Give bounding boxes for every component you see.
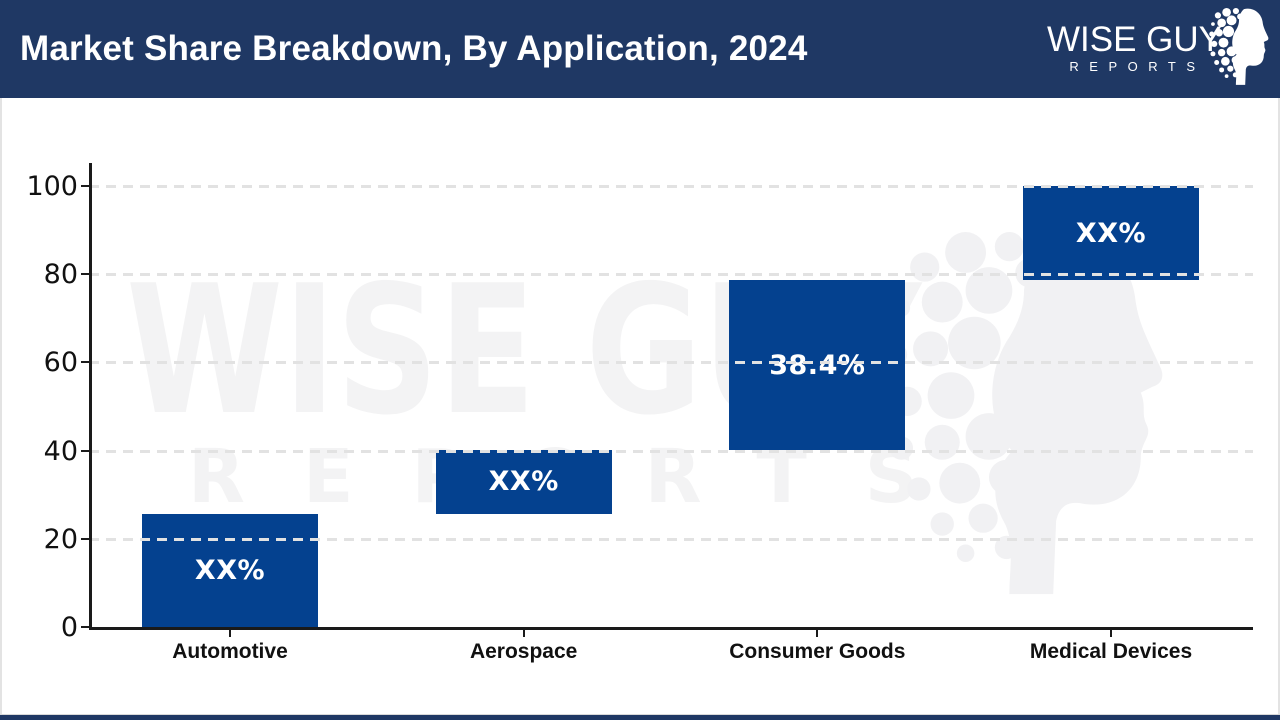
y-tick [81, 361, 89, 364]
gridline [89, 273, 1253, 277]
x-tick [1110, 629, 1112, 637]
y-tick [81, 537, 89, 540]
y-tick [81, 273, 89, 276]
gridline [89, 185, 1253, 188]
bar-value-label: XX% [1075, 217, 1147, 249]
y-tick [81, 449, 89, 452]
bar: XX% [435, 449, 612, 515]
watermark-head-icon [883, 232, 1163, 595]
x-category-label: Consumer Goods [729, 640, 906, 663]
x-tick [522, 629, 525, 637]
bar-value-label: XX% [488, 466, 559, 498]
header-band: Market Share Breakdown, By Application, … [0, 0, 1280, 98]
brand-name: WISE GUY [1046, 19, 1222, 59]
gridline [89, 449, 1253, 453]
y-tick-label: 40 [43, 435, 78, 467]
bar-value-label: 38.4% [769, 349, 866, 381]
page-border-right [1278, 98, 1280, 715]
chart-canvas: WISE GUY REPORTS XX%AutomotiveXX%Aerospa… [0, 98, 1280, 714]
x-axis-line [89, 627, 1253, 630]
bar: XX% [1023, 186, 1199, 281]
x-category-label: Aerospace [469, 640, 578, 663]
y-tick-label: 60 [43, 347, 78, 379]
footer-bar [0, 715, 1280, 720]
gridline [89, 537, 1253, 541]
brand-logo-text: WISE GUY REPORTS [1047, 22, 1222, 73]
y-tick-label: 80 [43, 259, 78, 291]
footer-divider [0, 714, 1280, 715]
y-tick [81, 626, 89, 628]
y-tick-label: 100 [26, 171, 78, 202]
bar-value-label: XX% [194, 555, 266, 587]
brand-logo: WISE GUY REPORTS [1047, 4, 1270, 90]
bar: XX% [142, 514, 318, 627]
x-category-label: Automotive [172, 640, 288, 663]
gridline [89, 361, 1253, 365]
bar: 38.4% [729, 280, 906, 450]
x-category-label: Medical Devices [1029, 640, 1193, 663]
x-tick [229, 629, 231, 637]
y-tick-label: 0 [60, 612, 78, 643]
page-title: Market Share Breakdown, By Application, … [20, 29, 808, 68]
brand-subtitle: REPORTS [1069, 58, 1206, 74]
x-tick [816, 629, 819, 637]
page-border-left [0, 98, 2, 715]
y-tick [81, 185, 89, 187]
y-axis-line [89, 163, 92, 629]
y-tick-label: 20 [43, 523, 78, 555]
